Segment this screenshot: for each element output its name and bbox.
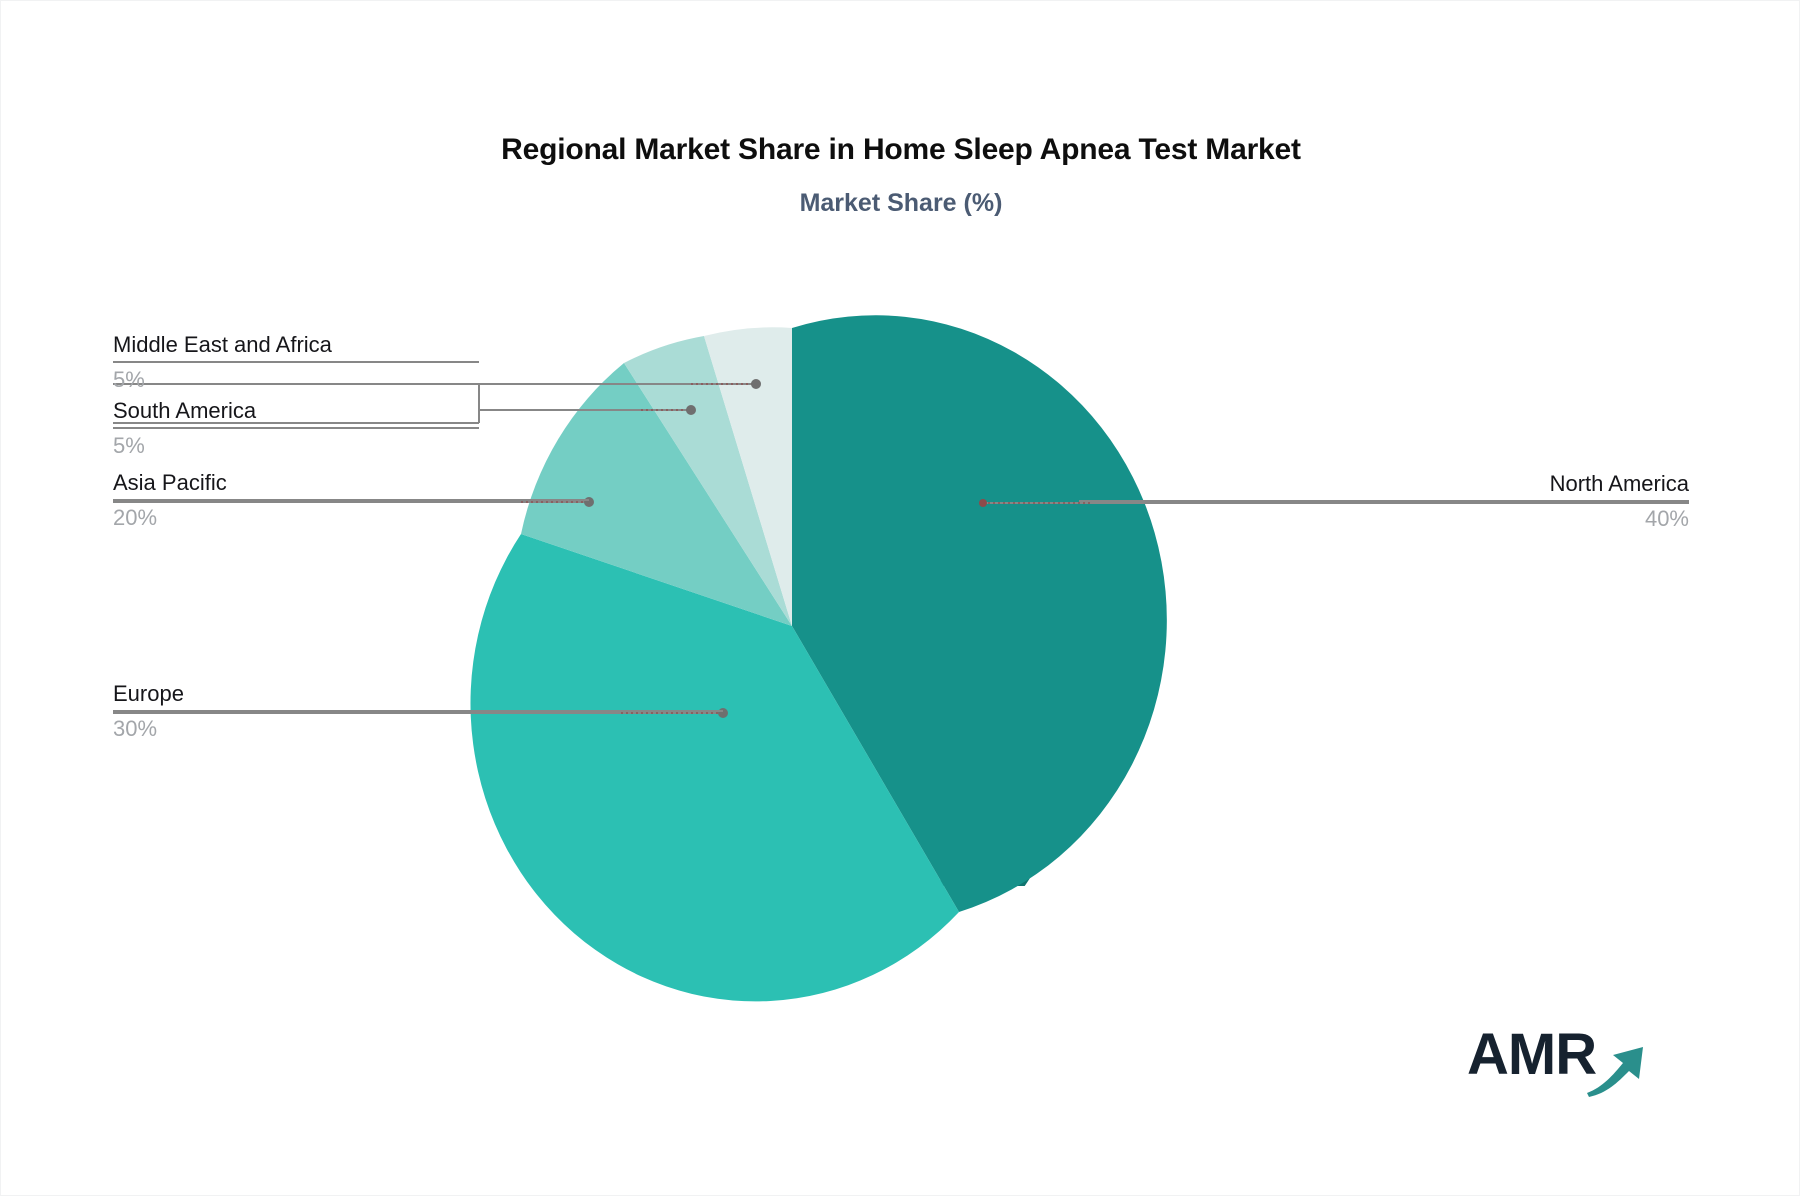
callout-value-asia-pacific: 20%	[113, 505, 158, 530]
callout-value-north-america: 40%	[1644, 506, 1689, 531]
pie-slice-middle-east-and-africa	[704, 327, 792, 626]
callout-rule	[113, 710, 723, 712]
callout-label-south-america: South America	[113, 398, 257, 423]
callout-rule	[1079, 500, 1689, 502]
callout-rule	[113, 361, 479, 363]
callout-label-north-america: North America	[1549, 471, 1689, 496]
callout-middle-east-and-africa[interactable]: Middle East and Africa 5%	[113, 331, 479, 395]
callout-value-middle-east-and-africa: 5%	[113, 367, 145, 392]
anchor-dot-north-america	[979, 499, 987, 507]
leader-anchor-dots	[584, 379, 987, 718]
chart-subtitle: Market Share (%)	[799, 189, 1003, 217]
callout-south-america[interactable]: South America 5%	[113, 397, 479, 461]
pie-slice-north-america	[792, 315, 1167, 913]
anchor-dot-middle-east-and-africa	[751, 379, 761, 389]
callout-label-asia-pacific: Asia Pacific	[113, 470, 227, 495]
callout-rule	[113, 499, 589, 501]
callout-europe[interactable]: Europe 30%	[113, 680, 723, 744]
callout-north-america[interactable]: North America 40%	[1079, 470, 1689, 534]
callout-asia-pacific[interactable]: Asia Pacific 20%	[113, 469, 589, 533]
anchor-dot-south-america	[686, 405, 696, 415]
callout-value-europe: 30%	[113, 716, 158, 741]
callout-rule	[113, 427, 479, 429]
pie-slice-south-america	[624, 336, 792, 626]
amr-arrow-icon	[1587, 1047, 1643, 1097]
amr-logo: AMR	[1467, 1021, 1657, 1101]
pie-slices	[470, 315, 1167, 1002]
callout-value-south-america: 5%	[113, 433, 145, 458]
chart-title: Regional Market Share in Home Sleep Apne…	[501, 133, 1301, 166]
pie-slice-asia-pacific	[521, 363, 792, 626]
pie-slice-europe	[470, 534, 959, 1002]
callout-label-europe: Europe	[113, 681, 184, 706]
callout-label-middle-east-and-africa: Middle East and Africa	[113, 332, 332, 357]
amr-logo-text: AMR	[1467, 1022, 1597, 1087]
